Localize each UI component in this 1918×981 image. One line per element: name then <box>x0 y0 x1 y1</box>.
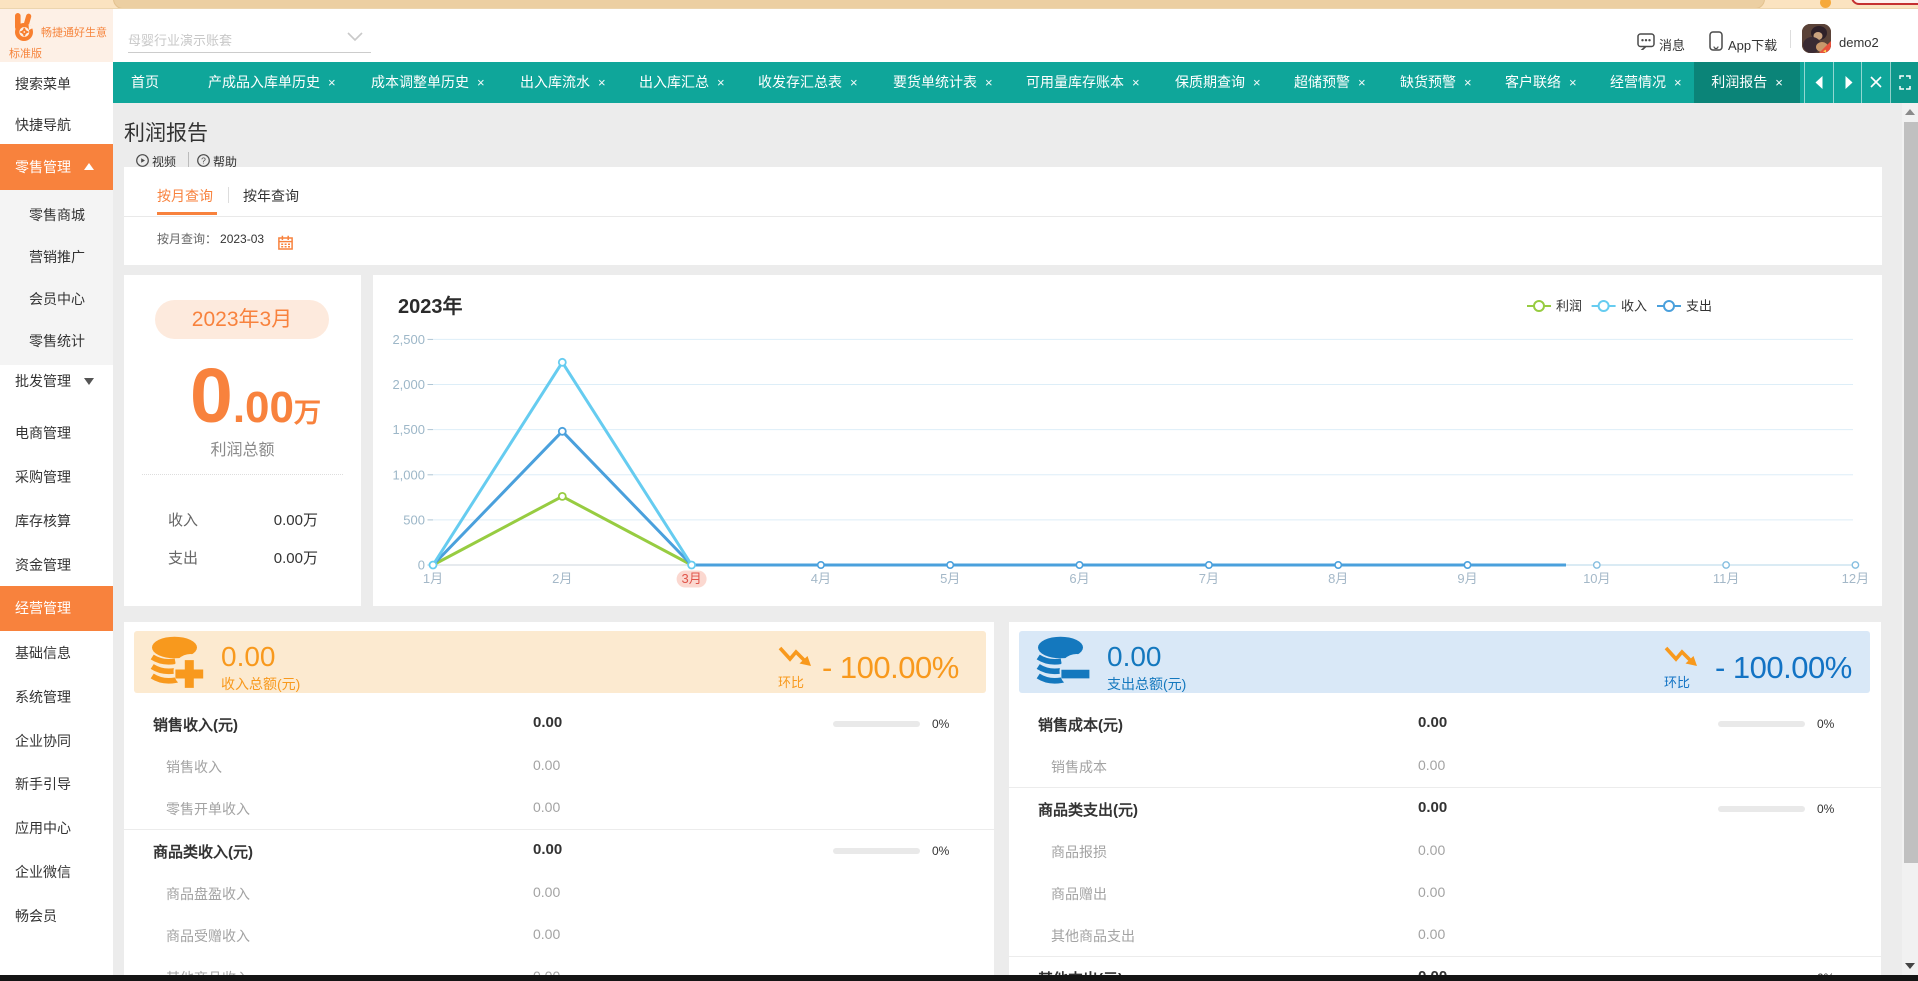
svg-text:?: ? <box>201 155 206 165</box>
svg-text:7月: 7月 <box>1199 571 1219 586</box>
svg-text:9月: 9月 <box>1457 571 1477 586</box>
svg-text:10月: 10月 <box>1583 571 1610 586</box>
svg-text:11月: 11月 <box>1713 571 1740 586</box>
svg-text:利润: 利润 <box>1556 299 1582 314</box>
svg-text:4月: 4月 <box>811 571 831 586</box>
svg-text:1,000: 1,000 <box>392 467 425 482</box>
svg-text:6月: 6月 <box>1069 571 1089 586</box>
svg-text:8月: 8月 <box>1328 571 1348 586</box>
svg-text:1月: 1月 <box>423 571 443 586</box>
svg-text:2月: 2月 <box>552 571 572 586</box>
svg-text:5月: 5月 <box>940 571 960 586</box>
svg-text:2023年: 2023年 <box>398 294 463 318</box>
svg-text:支出: 支出 <box>1686 299 1712 314</box>
svg-text:0: 0 <box>418 558 425 573</box>
svg-text:2,000: 2,000 <box>392 377 425 392</box>
svg-text:1,500: 1,500 <box>392 422 425 437</box>
svg-text:12月: 12月 <box>1842 571 1869 586</box>
svg-text:500: 500 <box>403 512 425 527</box>
svg-text:2,500: 2,500 <box>392 332 425 347</box>
svg-text:收入: 收入 <box>1621 299 1647 314</box>
svg-text:3月: 3月 <box>681 571 701 586</box>
